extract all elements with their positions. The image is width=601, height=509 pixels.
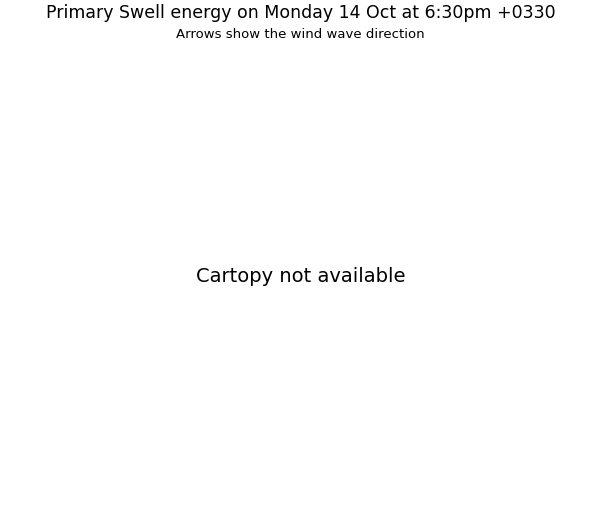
Text: Cartopy not available: Cartopy not available — [196, 267, 405, 286]
Text: Arrows show the wind wave direction: Arrows show the wind wave direction — [176, 28, 425, 41]
Text: Primary Swell energy on Monday 14 Oct at 6:30pm +0330: Primary Swell energy on Monday 14 Oct at… — [46, 4, 555, 22]
